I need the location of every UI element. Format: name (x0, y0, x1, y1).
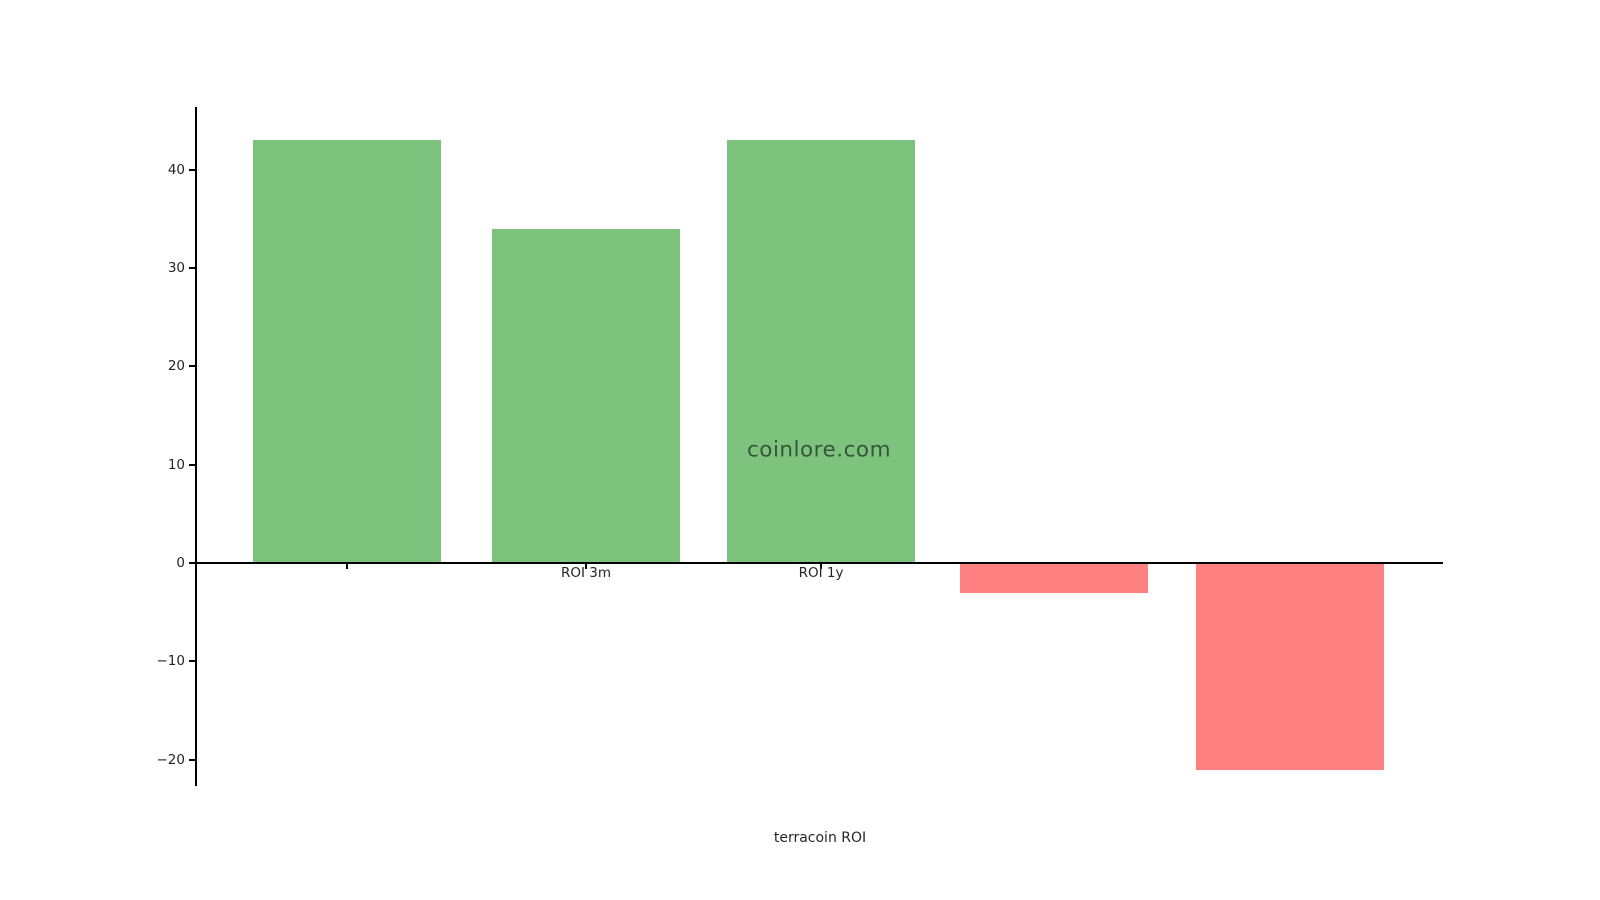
y-tick-label: −10 (156, 653, 186, 670)
y-tick-label: −20 (156, 751, 186, 768)
y-tick-label: 0 (176, 555, 185, 571)
y-axis-line (195, 107, 197, 786)
bar-5 (1196, 564, 1384, 771)
x-axis-title: terracoin ROI (773, 830, 867, 846)
bar-4 (960, 564, 1148, 594)
watermark-text: coinlore.com (746, 437, 892, 463)
x-axis-line (195, 562, 1443, 564)
bar-1 (253, 140, 441, 563)
x-tick-mark (346, 562, 348, 569)
y-tick-mark (189, 660, 196, 663)
y-tick-mark (189, 168, 196, 171)
x-tick-mark (820, 562, 822, 569)
y-tick-label: 40 (167, 161, 185, 178)
y-tick-mark (189, 267, 196, 270)
y-tick-label: 20 (167, 358, 185, 375)
bar-2 (492, 228, 680, 563)
y-tick-mark (189, 463, 196, 466)
y-tick-mark (189, 365, 196, 368)
y-tick-mark (189, 758, 196, 761)
bar-3 (727, 140, 915, 563)
x-tick-label: ROI 3m (560, 565, 612, 581)
y-tick-label: 30 (167, 260, 185, 277)
y-tick-mark (189, 562, 196, 564)
x-tick-label: ROI 1y (798, 565, 844, 581)
y-tick-label: 10 (167, 456, 185, 473)
x-tick-mark (585, 562, 587, 569)
